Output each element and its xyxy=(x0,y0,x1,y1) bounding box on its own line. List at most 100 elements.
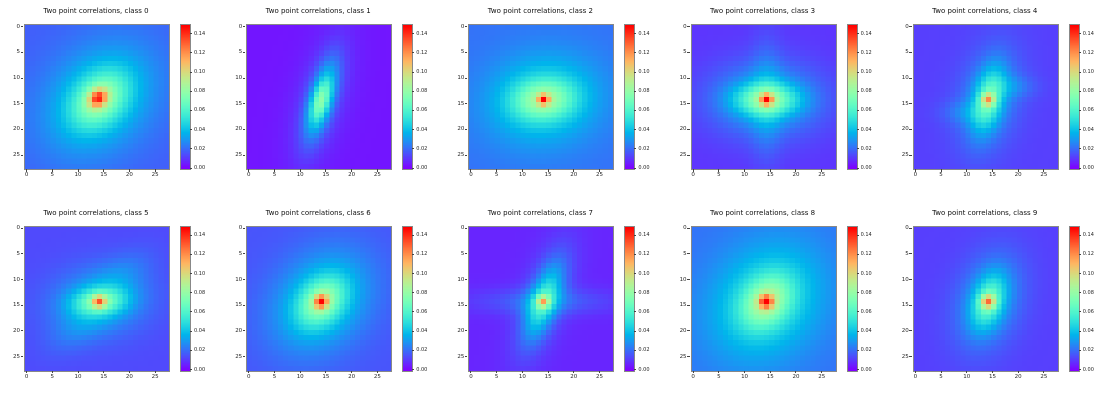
x-tick-mark xyxy=(351,370,353,373)
colorbar-tick-mark xyxy=(412,129,415,131)
colorbar-tick-mark xyxy=(1078,292,1081,294)
colorbar-tick-label: 0.02 xyxy=(638,347,650,354)
colorbar-tick-label: 0.08 xyxy=(638,289,650,296)
y-tick-mark xyxy=(242,154,246,156)
x-tick-mark xyxy=(26,370,28,373)
x-tick-mark xyxy=(1017,169,1019,172)
y-tick-mark xyxy=(687,330,690,332)
x-tick-label: 0 xyxy=(469,373,473,380)
y-tick-mark xyxy=(464,304,468,306)
subplot-title: Two point correlations, class 7 xyxy=(487,208,593,217)
colorbar-tick-label: 0.02 xyxy=(860,347,872,354)
colorbar-tick-mark xyxy=(1078,167,1081,169)
colorbar-tick-mark xyxy=(634,52,637,54)
colorbar xyxy=(180,225,191,372)
y-tick-label: 0 xyxy=(16,23,21,30)
y-tick-mark xyxy=(242,356,246,358)
x-tick-mark xyxy=(470,370,472,373)
y-tick-label: 20 xyxy=(13,126,20,133)
y-tick-mark xyxy=(909,304,912,306)
x-tick-label: 20 xyxy=(1014,172,1022,178)
x-tick-mark xyxy=(744,370,746,373)
y-tick-label: 25 xyxy=(457,353,465,360)
x-tick-label: 10 xyxy=(741,373,749,380)
colorbar-tick-mark xyxy=(412,292,415,294)
x-tick-mark xyxy=(248,370,250,373)
heatmap-canvas xyxy=(913,226,1058,371)
colorbar-tick-mark xyxy=(1078,52,1081,54)
heatmap-canvas xyxy=(691,25,836,169)
y-tick-label: 20 xyxy=(235,327,243,334)
x-tick-label: 15 xyxy=(766,172,774,178)
x-tick-mark xyxy=(1043,169,1045,172)
y-tick-mark xyxy=(20,356,23,358)
y-tick-label: 25 xyxy=(901,152,909,159)
y-tick-mark xyxy=(687,304,690,306)
x-tick-mark xyxy=(966,169,968,172)
heatmap-axes xyxy=(468,225,615,372)
y-tick-label: 15 xyxy=(235,100,243,107)
y-tick-mark xyxy=(242,77,246,79)
colorbar-tick-label: 0.14 xyxy=(860,30,872,37)
colorbar-tick-mark xyxy=(634,109,637,111)
heatmap-canvas xyxy=(25,25,169,169)
x-tick-label: 0 xyxy=(469,172,473,178)
x-tick-label: 20 xyxy=(125,172,133,178)
x-tick-mark xyxy=(103,370,105,373)
y-tick-mark xyxy=(20,279,23,280)
y-tick-label: 5 xyxy=(238,250,243,257)
y-tick-mark xyxy=(242,103,246,105)
x-tick-mark xyxy=(940,370,942,373)
colorbar-tick-label: 0.14 xyxy=(194,232,206,239)
y-tick-label: 0 xyxy=(905,225,909,232)
colorbar-tick-label: 0.08 xyxy=(638,88,650,95)
y-tick-label: 0 xyxy=(683,23,687,30)
colorbar-tick-label: 0.04 xyxy=(638,328,650,335)
colorbar-tick-label: 0.04 xyxy=(1082,126,1094,133)
x-tick-mark xyxy=(940,169,942,172)
x-tick-mark xyxy=(521,370,523,373)
colorbar-tick-mark xyxy=(1078,90,1081,92)
colorbar xyxy=(1068,225,1080,372)
x-tick-label: 20 xyxy=(1014,373,1022,380)
x-tick-label: 0 xyxy=(691,172,695,178)
subplot-title: Two point correlations, class 8 xyxy=(709,208,816,217)
colorbar-tick-label: 0.08 xyxy=(1082,289,1094,296)
colorbar-tick-label: 0.04 xyxy=(416,328,428,335)
colorbar-tick-label: 0.12 xyxy=(194,251,206,258)
colorbar-tick-label: 0.12 xyxy=(860,251,872,258)
x-tick-label: 20 xyxy=(792,172,800,178)
colorbar-tick-mark xyxy=(412,52,415,54)
y-tick-label: 15 xyxy=(457,302,465,309)
x-tick-label: 10 xyxy=(518,172,526,178)
x-tick-mark xyxy=(51,370,53,373)
x-tick-mark xyxy=(599,370,601,373)
x-tick-mark xyxy=(26,169,28,172)
x-tick-label: 25 xyxy=(818,172,826,178)
x-tick-mark xyxy=(154,370,156,373)
heatmap-axes xyxy=(24,225,170,372)
y-tick-label: 25 xyxy=(679,152,687,159)
x-tick-mark xyxy=(325,169,327,172)
x-tick-label: 15 xyxy=(322,172,330,178)
colorbar-tick-mark xyxy=(634,33,637,35)
y-tick-label: 10 xyxy=(13,75,20,81)
x-tick-label: 0 xyxy=(247,373,251,380)
colorbar-gradient xyxy=(1069,226,1079,371)
x-tick-mark xyxy=(103,169,105,172)
y-tick-mark xyxy=(687,154,690,156)
colorbar-tick-mark xyxy=(856,33,859,35)
colorbar-tick-mark xyxy=(856,148,859,150)
colorbar-tick-label: 0.12 xyxy=(194,49,206,56)
x-tick-label: 10 xyxy=(74,172,82,178)
colorbar-tick-mark xyxy=(856,369,859,370)
y-tick-label: 5 xyxy=(905,49,909,56)
x-tick-label: 25 xyxy=(1040,172,1048,178)
heatmap-axes xyxy=(912,24,1059,170)
x-tick-label: 15 xyxy=(766,373,774,380)
x-tick-mark xyxy=(273,169,275,172)
subplot-title: Two point correlations, class 3 xyxy=(709,7,816,15)
y-tick-label: 0 xyxy=(16,225,21,232)
subplot-class-1: Two point correlations, class 1 0 5 10 15 20… xyxy=(222,0,444,202)
subplot-class-9: Two point correlations, class 9 0 5 10 15 20… xyxy=(889,202,1111,403)
